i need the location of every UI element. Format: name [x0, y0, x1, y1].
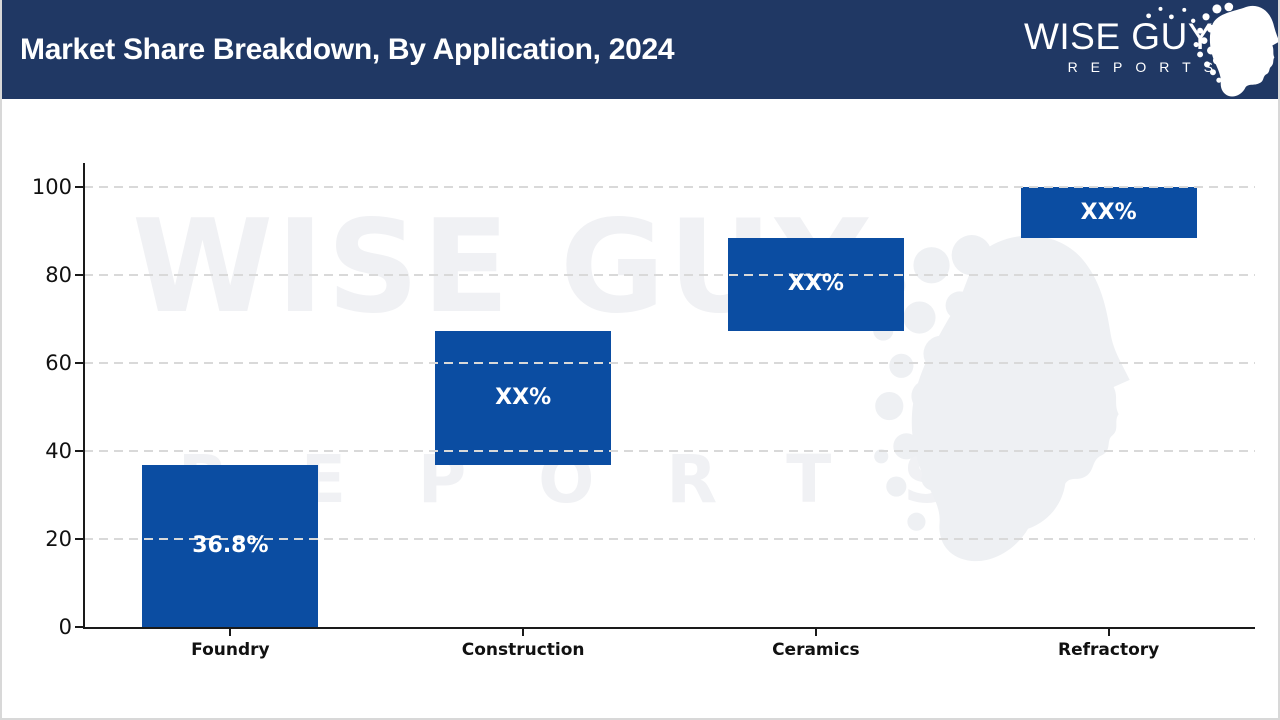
x-tick [1107, 628, 1110, 636]
bar-foundry [142, 465, 319, 627]
chart-title: Market Share Breakdown, By Application, … [20, 32, 675, 66]
gridline [84, 186, 1255, 188]
logo-text: WISE GUY REPORTS [1023, 16, 1213, 76]
x-tick [229, 628, 232, 636]
wise-guy-face-icon [1146, 2, 1280, 97]
bar-value-label: XX% [1080, 199, 1137, 225]
y-tick-label: 20 [45, 527, 72, 551]
y-tick-label: 0 [58, 615, 72, 639]
y-tick [75, 362, 84, 364]
x-category-label: Construction [461, 640, 585, 660]
y-tick [75, 186, 84, 188]
logo-sub: REPORTS [1067, 59, 1226, 75]
y-tick-label: 100 [31, 175, 72, 199]
y-tick [75, 538, 84, 540]
wise-guy-logo: WISE GUY REPORTS [1010, 0, 1280, 99]
logo-brand: WISE GUY [1023, 16, 1213, 57]
bar-value-label: 36.8% [192, 533, 269, 559]
bar-refractory [1020, 187, 1197, 239]
x-category-label: Foundry [191, 640, 270, 660]
bar-ceramics [727, 238, 904, 331]
y-tick-label: 60 [45, 351, 72, 375]
bar-construction [435, 330, 612, 466]
gridline [84, 538, 1255, 540]
x-category-label: Ceramics [772, 640, 860, 660]
bar-value-label: XX% [787, 271, 844, 297]
y-tick-label: 80 [45, 263, 72, 287]
bar-value-label: XX% [495, 384, 552, 410]
waterfall-chart: WISE GUY REPORTS 0 20 40 60 80 100 36.8% Foundr… [0, 99, 1280, 720]
y-tick [75, 450, 84, 452]
x-category-label: Refractory [1058, 640, 1160, 660]
y-tick-label: 40 [45, 439, 72, 463]
plot-area: 0 20 40 60 80 100 36.8% Foundry XX% Construction X… [0, 99, 1280, 720]
gridline [84, 362, 1255, 364]
y-tick [75, 626, 84, 628]
gridline [84, 274, 1255, 276]
x-tick [522, 628, 525, 636]
y-axis-line [83, 163, 85, 629]
header: Market Share Breakdown, By Application, … [0, 0, 1280, 99]
x-axis-line [83, 627, 1255, 629]
x-tick [814, 628, 817, 636]
y-tick [75, 274, 84, 276]
watermark-face-icon [873, 235, 1130, 562]
gridline [84, 450, 1255, 452]
